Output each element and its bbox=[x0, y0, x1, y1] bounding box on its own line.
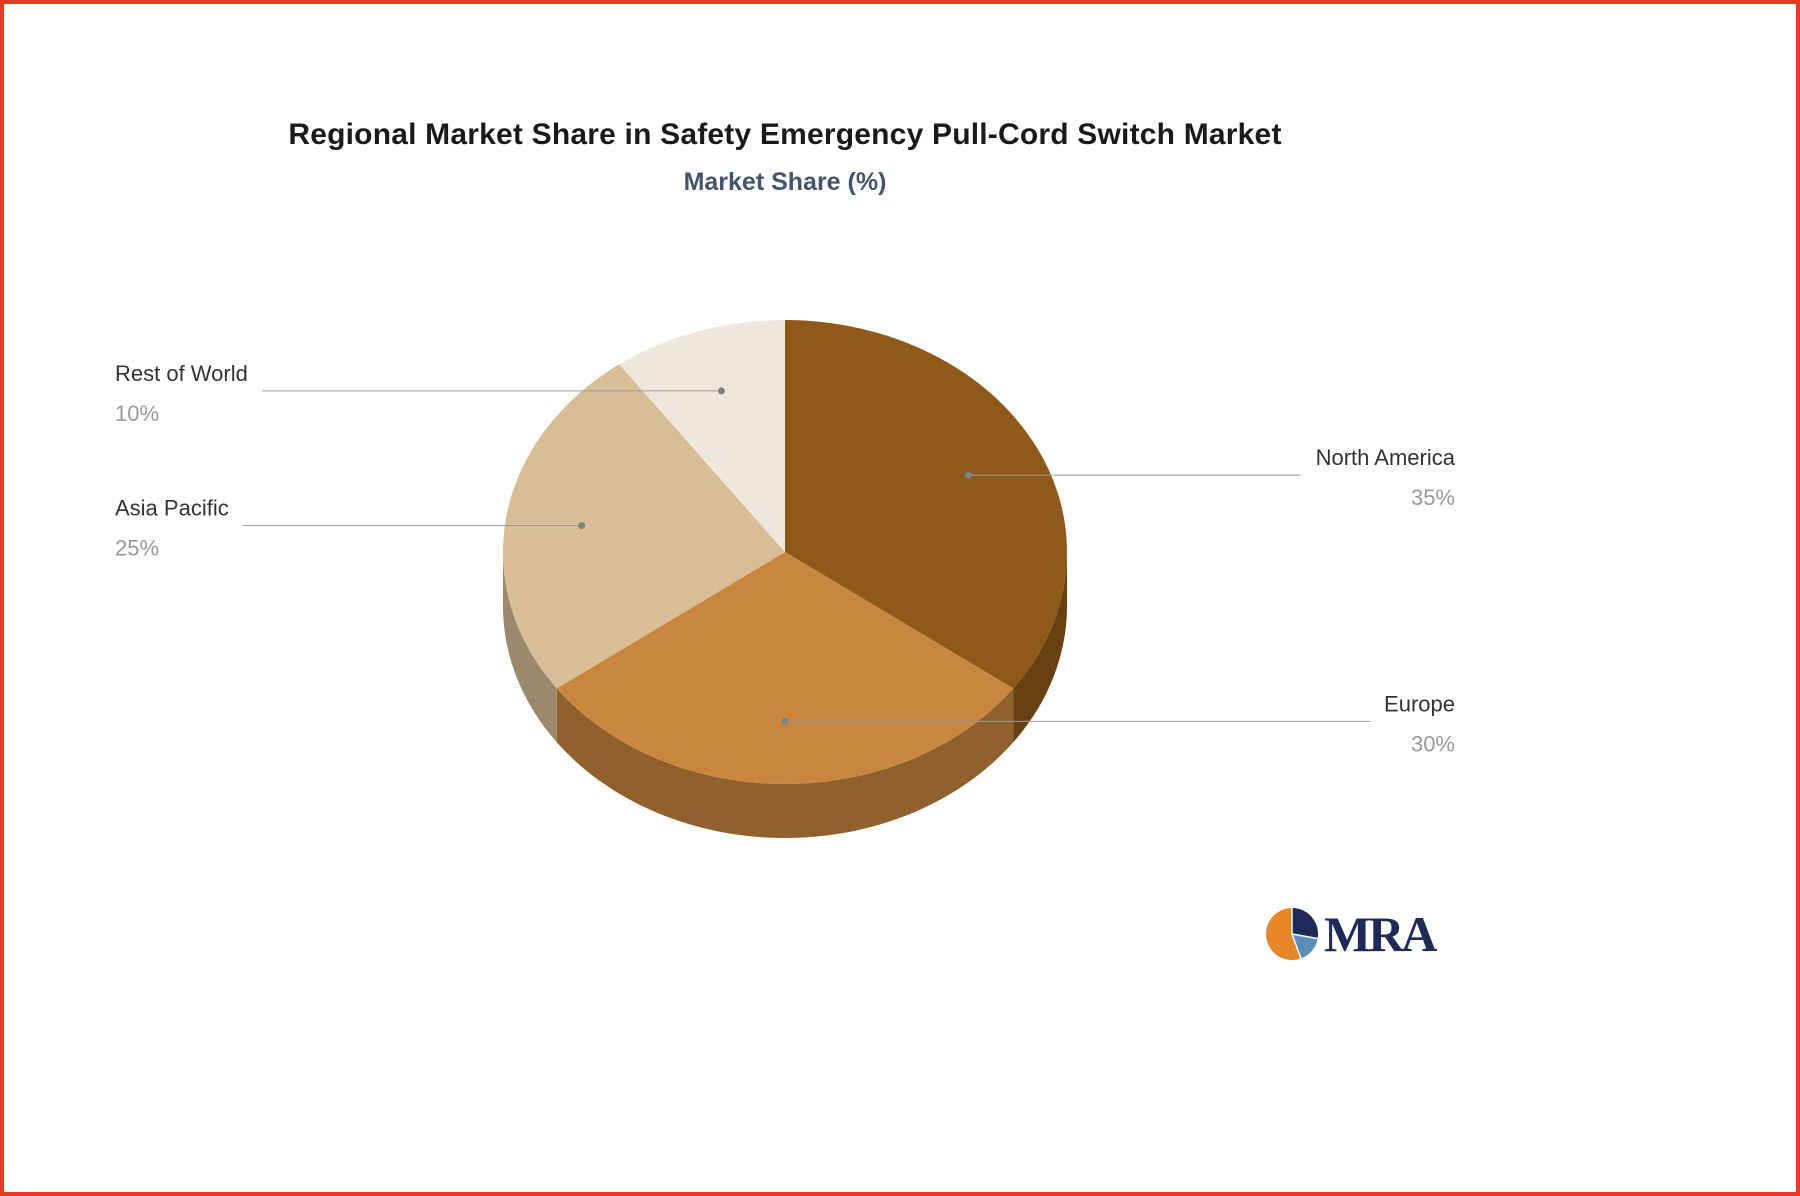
leader-dot-asia-pacific bbox=[578, 522, 586, 530]
brand-logo-text: MRA bbox=[1324, 906, 1437, 962]
pie-slice-side-north-america bbox=[1013, 552, 1067, 743]
label-north-america: North America 35% bbox=[964, 445, 1456, 510]
label-asia-pacific: Asia Pacific 25% bbox=[115, 496, 586, 561]
slice-name-rest-of-world: Rest of World bbox=[115, 361, 248, 386]
logo-wedge-navy bbox=[1292, 908, 1318, 939]
pie-slice-rest-of-world[interactable] bbox=[619, 320, 785, 552]
slice-value-asia-pacific: 25% bbox=[115, 536, 159, 561]
chart-subtitle: Market Share (%) bbox=[683, 168, 887, 196]
logo-wedge-dividers bbox=[1291, 908, 1318, 959]
pie-labels: North America 35% Europe 30% Asia Pacific 25%… bbox=[115, 361, 1456, 756]
brand-logo: MRA bbox=[1266, 906, 1440, 962]
slice-value-europe: 30% bbox=[1411, 731, 1455, 756]
pie-slice-north-america[interactable] bbox=[785, 320, 1067, 689]
chart-title: Regional Market Share in Safety Emergenc… bbox=[288, 118, 1282, 151]
logo-wedge-blue bbox=[1292, 934, 1318, 959]
leader-dot-north-america bbox=[964, 471, 972, 479]
slice-name-north-america: North America bbox=[1316, 445, 1456, 470]
leader-dot-europe bbox=[781, 717, 789, 725]
brand-logo-icon bbox=[1266, 908, 1318, 960]
pie-slices bbox=[503, 320, 1067, 784]
slice-name-asia-pacific: Asia Pacific bbox=[115, 496, 229, 521]
pie-3d-sides bbox=[503, 552, 1067, 839]
pie-slice-europe[interactable] bbox=[556, 552, 1014, 784]
label-europe: Europe 30% bbox=[781, 691, 1455, 756]
slice-name-europe: Europe bbox=[1384, 691, 1455, 716]
slice-value-north-america: 35% bbox=[1411, 485, 1455, 510]
pie-slice-asia-pacific[interactable] bbox=[503, 364, 785, 689]
label-rest-of-world: Rest of World 10% bbox=[115, 361, 725, 426]
leader-dot-rest-of-world bbox=[717, 387, 725, 395]
pie-slice-side-europe bbox=[556, 688, 1014, 839]
pie-slice-side-asia-pacific bbox=[503, 552, 557, 743]
slice-value-rest-of-world: 10% bbox=[115, 401, 159, 426]
